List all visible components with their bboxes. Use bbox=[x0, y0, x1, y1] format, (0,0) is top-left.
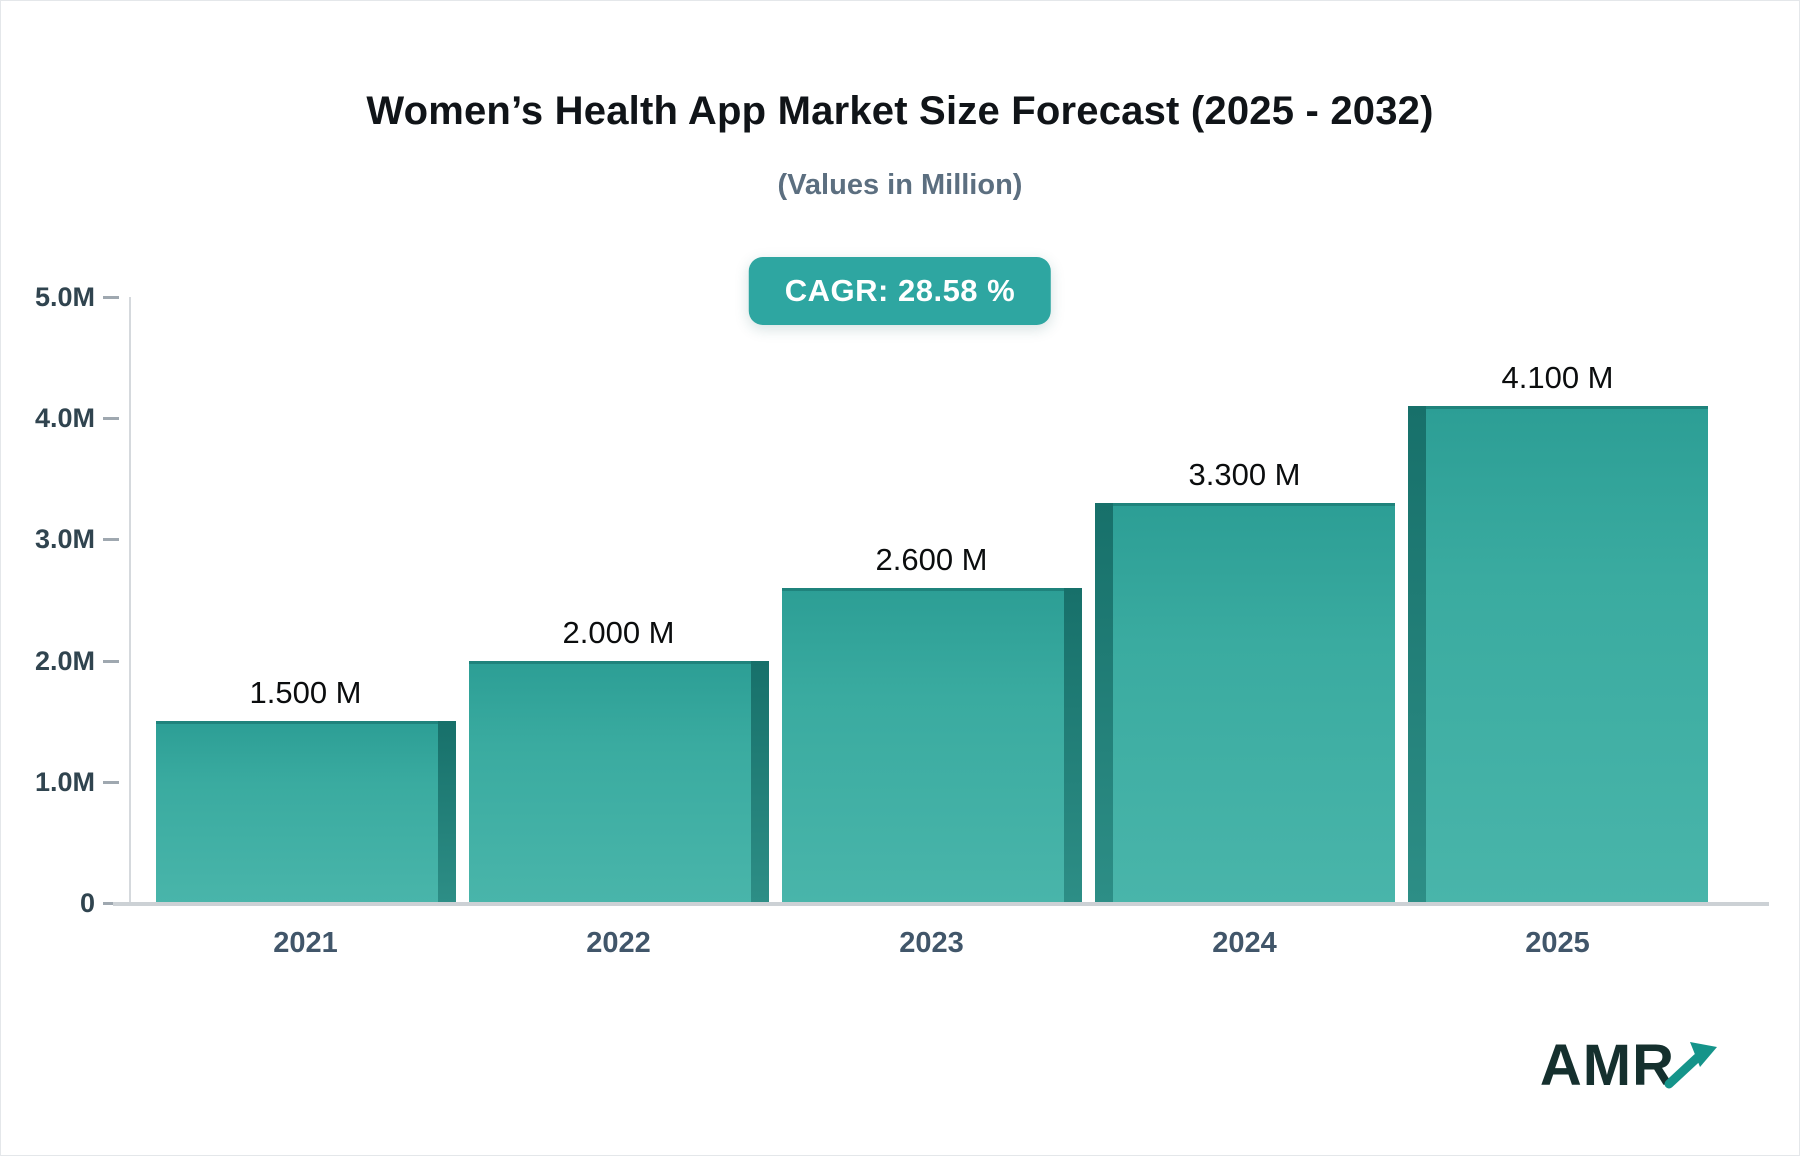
bar-group: 1.500 M 2021 bbox=[149, 297, 462, 959]
bar: 1.500 M bbox=[155, 675, 456, 903]
bar-group: 3.300 M 2024 bbox=[1088, 297, 1401, 959]
chart-subtitle: (Values in Million) bbox=[777, 169, 1023, 201]
amr-logo-arrow-icon bbox=[1664, 1042, 1717, 1089]
x-axis-line bbox=[113, 902, 1769, 906]
y-axis-tick-label: 5.0M bbox=[34, 282, 95, 312]
bar-side-face bbox=[1094, 503, 1113, 903]
bar-side-face bbox=[1407, 406, 1426, 903]
y-axis-tick-label: 1.0M bbox=[34, 766, 95, 797]
y-axis-tick-mark bbox=[103, 659, 119, 663]
bar-side-face bbox=[750, 660, 769, 903]
bar: 2.000 M bbox=[468, 615, 769, 903]
bars-area: 1.500 M 2021 2.000 M 2022 2.600 M 2023 3.300 M… bbox=[149, 297, 1714, 959]
y-axis-tick-mark bbox=[103, 296, 119, 299]
bar: 4.100 M bbox=[1407, 360, 1708, 903]
y-axis-tick-label: 3.0M bbox=[34, 524, 95, 555]
y-axis-labels: 5.0M 4.0M 3.0M 2.0M 1.0M 0 bbox=[21, 282, 129, 918]
y-axis-tick-label: 4.0M bbox=[34, 403, 95, 434]
cagr-badge: CAGR: 28.58 % bbox=[748, 257, 1052, 325]
y-axis-tick-label: 2.0M bbox=[34, 645, 95, 676]
bar-front-face bbox=[468, 660, 751, 903]
bar: 3.300 M bbox=[1094, 457, 1395, 903]
bar-value-label: 3.300 M bbox=[1188, 457, 1301, 492]
x-axis-category-label: 2021 bbox=[273, 927, 338, 959]
chart-title: Women’s Health App Market Size Forecast … bbox=[366, 89, 1434, 133]
bar-group: 4.100 M 2025 bbox=[1401, 297, 1714, 959]
x-axis-category-label: 2025 bbox=[1525, 927, 1590, 959]
y-axis-line bbox=[129, 297, 131, 903]
x-axis-category-label: 2022 bbox=[586, 927, 651, 959]
bar-group: 2.600 M 2023 bbox=[775, 297, 1088, 959]
amr-logo-text: AMR bbox=[1539, 1033, 1675, 1098]
bar-front-face bbox=[1112, 503, 1395, 903]
bar-front-face bbox=[781, 587, 1064, 903]
bar-chart: 5.0M 4.0M 3.0M 2.0M 1.0M 0 1.500 M 2021 2.000 M… bbox=[21, 282, 1769, 959]
x-axis-category-label: 2023 bbox=[899, 927, 964, 959]
bar-value-label: 4.100 M bbox=[1501, 360, 1614, 396]
bar-value-label: 2.600 M bbox=[875, 541, 988, 577]
bar-value-label: 2.000 M bbox=[562, 614, 675, 650]
y-axis-tick-mark bbox=[103, 538, 119, 542]
bar-group: 2.000 M 2022 bbox=[462, 297, 775, 959]
y-axis-tick-label: 0 bbox=[79, 888, 95, 918]
bar-front-face bbox=[1425, 406, 1708, 903]
y-axis-tick-mark bbox=[103, 780, 119, 784]
bar: 2.600 M bbox=[781, 542, 1082, 903]
x-axis-category-label: 2024 bbox=[1212, 927, 1277, 959]
bar-side-face bbox=[437, 721, 456, 903]
y-axis-tick-mark bbox=[103, 417, 119, 421]
bar-value-label: 1.500 M bbox=[249, 675, 362, 711]
bar-side-face bbox=[1063, 587, 1082, 903]
bar-front-face bbox=[155, 721, 438, 903]
y-axis-tick-mark bbox=[103, 902, 119, 905]
amr-logo: AMR bbox=[1540, 1037, 1721, 1095]
